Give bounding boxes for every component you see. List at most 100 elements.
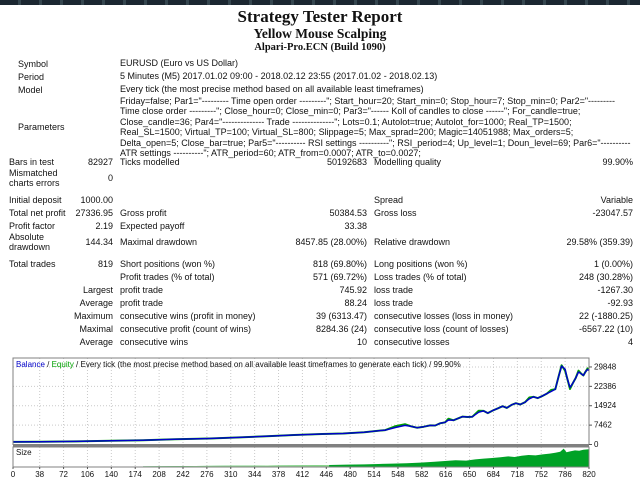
stats-cell: 10 xyxy=(356,336,367,347)
stats-cell: 571 (69.72%) xyxy=(312,271,367,282)
stats-cell: Modelling quality xyxy=(374,156,442,167)
window-top-edge xyxy=(0,0,640,5)
stats-cell: 39 (6313.47) xyxy=(315,310,367,321)
stats-cell: Gross loss xyxy=(374,207,417,218)
y-axis-tick-label: 29848 xyxy=(594,362,617,371)
x-axis-tick-label: 208 xyxy=(152,470,166,479)
legend-equity: Equity xyxy=(51,360,74,369)
stats-cell: consecutive losses (loss in money) xyxy=(374,310,514,321)
stats-cell: Total trades xyxy=(9,258,56,269)
legend-separator: / xyxy=(44,360,52,369)
stats-cell: 82927 xyxy=(87,156,113,167)
stats-cell: Variable xyxy=(600,194,633,205)
x-axis-tick-label: 820 xyxy=(582,470,596,479)
stats-cell: Expected payoff xyxy=(120,220,185,231)
stats-row: Maximum consecutive wins (profit in money… xyxy=(9,310,633,323)
legend-balance: Balance xyxy=(16,360,45,369)
x-axis-tick-label: 276 xyxy=(200,470,214,479)
model-row: Model Every tick (the most precise metho… xyxy=(18,83,632,96)
size-panel-label: Size xyxy=(16,448,32,457)
stats-cell: Absolute drawdown xyxy=(9,232,51,252)
stats-cell: -1267.30 xyxy=(597,284,633,295)
expert-name: Yellow Mouse Scalping xyxy=(253,26,387,41)
stats-cell: Loss trades (% of total) xyxy=(374,271,467,282)
y-axis-tick-label: 7462 xyxy=(594,421,612,430)
stats-cell: consecutive losses xyxy=(374,336,450,347)
stats-cell: Ticks modelled xyxy=(120,156,180,167)
stats-cell: consecutive wins (profit in money) xyxy=(120,310,256,321)
stats-cell: Maximum xyxy=(73,310,113,321)
stats-cell: Relative drawdown xyxy=(374,236,451,247)
x-axis-tick-label: 480 xyxy=(343,470,357,479)
stats-cell: -6567.22 (10) xyxy=(578,323,633,334)
stats-row: Average profit trade 88.24 loss trade -92.93 xyxy=(9,297,633,310)
stats-cell: Average xyxy=(79,297,113,308)
stats-cell: 8284.36 (24) xyxy=(315,323,367,334)
stats-cell: consecutive loss (count of losses) xyxy=(374,323,509,334)
legend-model-text: Every tick (the most precise method base… xyxy=(80,360,461,369)
x-axis-tick-label: 752 xyxy=(535,470,549,479)
stats-cell: Profit trades (% of total) xyxy=(120,271,215,282)
stats-cell: 248 (30.28%) xyxy=(578,271,633,282)
y-axis-labels: 0 7462 14924 22386 29848 xyxy=(589,362,617,449)
symbol-value: EURUSD (Euro vs US Dollar) xyxy=(120,58,239,69)
stats-cell: Total net profit xyxy=(9,207,66,218)
x-axis-tick-label: 344 xyxy=(248,470,262,479)
stats-row: Total net profit 27336.95 Gross profit 5038… xyxy=(9,207,633,220)
stats-cell: Largest xyxy=(82,284,113,295)
x-axis-tick-label: 242 xyxy=(176,470,190,479)
stats-row: Largest profit trade 745.92 loss trade -1267… xyxy=(9,284,633,297)
equity-line xyxy=(12,364,590,443)
parameters-row: Parameters Friday=false; Par1="---------… xyxy=(18,96,632,158)
stats-row: Profit trades (% of total) 571 (69.72%) Lo… xyxy=(9,271,633,284)
stats-cell: 50192683 xyxy=(326,156,367,167)
legend-separator: / xyxy=(73,360,81,369)
period-row: Period 5 Minutes (M5) 2017.01.02 09:00 -… xyxy=(18,70,632,83)
stats-row: Total trades 819 Short positions (won %) 81… xyxy=(9,258,633,271)
stats-cell: Mismatched charts errors xyxy=(9,168,60,188)
model-value: Every tick (the most precise method base… xyxy=(120,84,424,95)
stats-cell: 1000.00 xyxy=(80,194,113,205)
symbol-label: Symbol xyxy=(18,58,49,69)
x-axis-tick-label: 412 xyxy=(296,470,310,479)
x-axis-tick-label: 650 xyxy=(463,470,477,479)
y-axis-tick-label: 0 xyxy=(594,440,599,449)
stats-cell: Initial deposit xyxy=(9,194,62,205)
y-axis-tick-label: 14924 xyxy=(594,401,617,410)
period-label: Period xyxy=(18,71,45,82)
stats-row: Average consecutive wins 10 consecutive los… xyxy=(9,336,633,349)
x-axis-tick-label: 718 xyxy=(511,470,525,479)
x-axis-labels: 0 38 72 106 140 174 208 242 276 310 344 378 412 446 48… xyxy=(11,467,596,479)
stats-cell: loss trade xyxy=(374,284,414,295)
x-axis-tick-label: 582 xyxy=(415,470,429,479)
stats-table: Bars in test 82927 Ticks modelled 50192683 M… xyxy=(9,156,633,349)
x-axis-tick-label: 514 xyxy=(367,470,381,479)
balance-line xyxy=(12,365,590,443)
stats-cell: Long positions (won %) xyxy=(374,258,468,269)
stats-cell: consecutive profit (count of wins) xyxy=(120,323,252,334)
model-label: Model xyxy=(18,84,43,95)
stats-cell: Gross profit xyxy=(120,207,167,218)
stats-cell: -23047.57 xyxy=(592,207,633,218)
stats-cell: Average xyxy=(79,336,113,347)
stats-row: Mismatched charts errors 0 xyxy=(9,168,633,188)
stats-cell: consecutive wins xyxy=(120,336,189,347)
parameters-value: Friday=false; Par1="--------- Time open … xyxy=(120,96,631,159)
stats-row: Absolute drawdown 144.34 Maximal drawdown 8… xyxy=(9,232,633,252)
stats-cell: 50384.53 xyxy=(329,207,367,218)
test-info-table: Symbol EURUSD (Euro vs US Dollar) Period… xyxy=(18,57,632,158)
chart-legend: Balance / Equity / Every tick (the most … xyxy=(16,360,461,369)
x-axis-tick-label: 140 xyxy=(105,470,119,479)
size-histogram xyxy=(143,448,589,467)
stats-cell: Maximal drawdown xyxy=(120,236,198,247)
stats-row: Profit factor 2.19 Expected payoff 33.38 xyxy=(9,220,633,233)
x-axis-tick-label: 548 xyxy=(391,470,405,479)
stats-cell: loss trade xyxy=(374,297,414,308)
stats-cell: 1 (0.00%) xyxy=(593,258,633,269)
stats-cell: profit trade xyxy=(120,297,164,308)
stats-row: Maximal consecutive profit (count of wins… xyxy=(9,323,633,336)
x-axis-tick-label: 310 xyxy=(224,470,238,479)
balance-chart: Balance / Equity / Every tick (the most … xyxy=(0,355,640,480)
parameters-label: Parameters xyxy=(18,122,65,133)
